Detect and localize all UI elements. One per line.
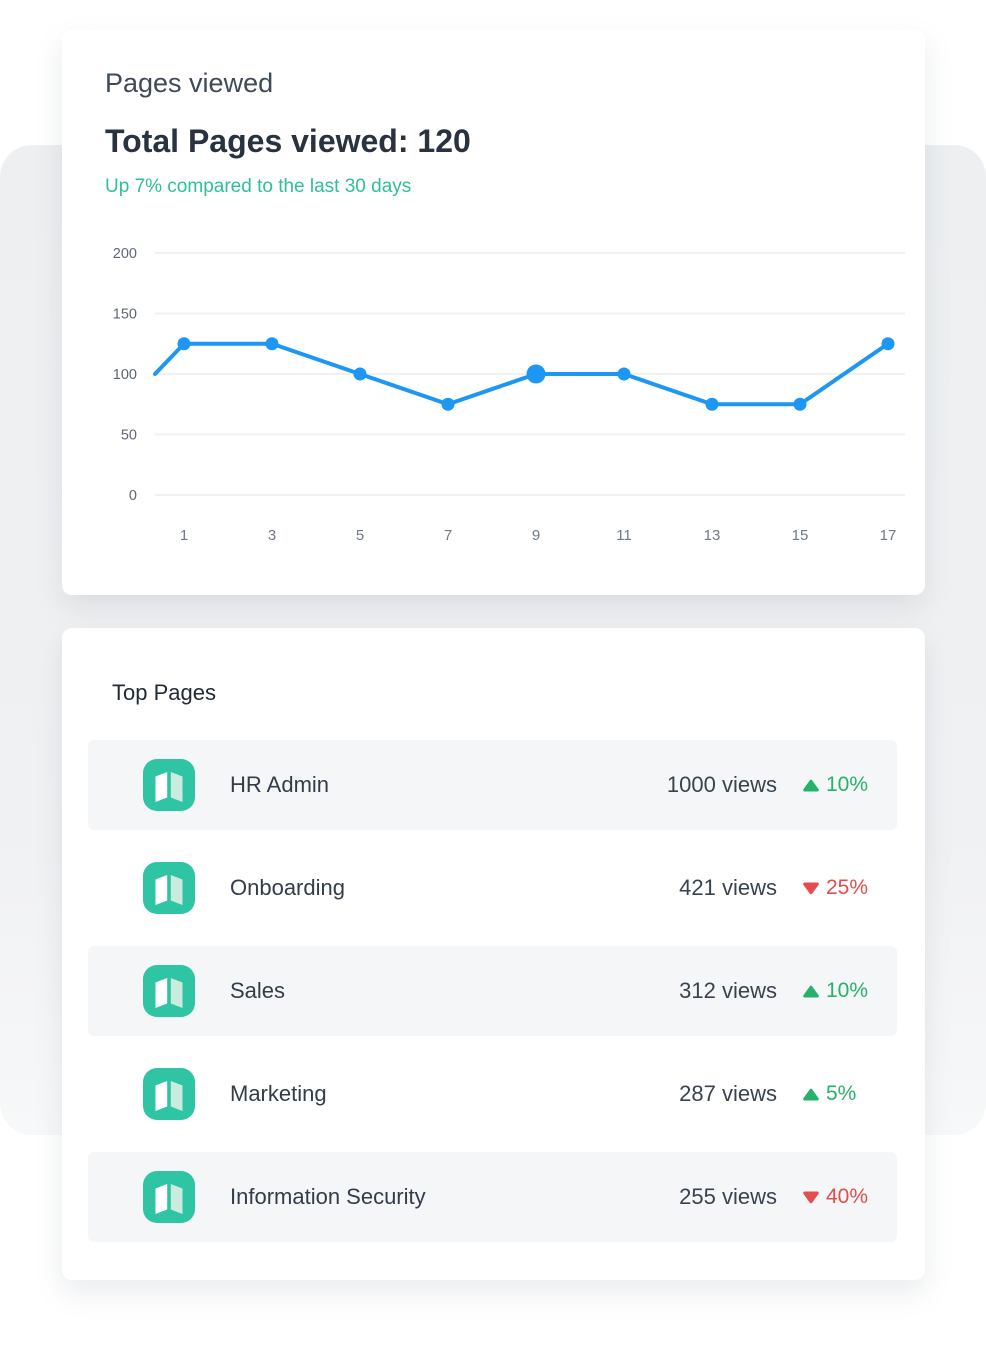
- chart-point[interactable]: [353, 367, 367, 381]
- book-icon: [143, 965, 195, 1017]
- x-axis-tick-label: 17: [880, 527, 897, 544]
- y-axis-tick-label: 150: [113, 307, 137, 323]
- page-views: 255 views: [679, 1184, 777, 1209]
- change-percent: 5%: [826, 1082, 857, 1105]
- page-change: 25%: [803, 876, 868, 900]
- x-axis-tick-label: 11: [616, 527, 632, 544]
- chart-line: [153, 341, 890, 407]
- page-name: Sales: [230, 978, 286, 1003]
- trend-arrow-icon: [803, 1191, 819, 1203]
- chart-point[interactable]: [177, 337, 191, 351]
- page-views: 287 views: [679, 1081, 777, 1106]
- top-page-row[interactable]: HR Admin 1000 views 10%: [88, 740, 897, 830]
- page-change: 10%: [803, 773, 868, 797]
- change-percent: 40%: [826, 1185, 869, 1208]
- change-percent: 25%: [826, 876, 869, 899]
- top-page-row[interactable]: Information Security 255 views 40%: [88, 1152, 897, 1242]
- pages-viewed-line-chart: 0 50 100 150 200 1 3 5 7 9 11 13 15 17: [105, 240, 915, 570]
- x-axis-tick-label: 7: [444, 527, 452, 544]
- trend-subtitle: Up 7% compared to the last 30 days: [105, 176, 412, 197]
- chart-point[interactable]: [526, 364, 546, 384]
- trend-arrow-icon: [803, 985, 819, 997]
- page-name: Information Security: [230, 1184, 426, 1209]
- y-axis-tick-label: 100: [113, 367, 137, 383]
- change-percent: 10%: [826, 979, 869, 1002]
- book-icon: [143, 1068, 195, 1120]
- top-pages-list: HR Admin 1000 views 10% Onboarding 421 v…: [88, 740, 897, 1255]
- x-axis-tick-label: 5: [356, 527, 364, 544]
- page-name: Onboarding: [230, 875, 345, 900]
- trend-arrow-icon: [803, 779, 819, 791]
- top-page-row[interactable]: Marketing 287 views 5%: [88, 1049, 897, 1139]
- pages-viewed-card: Pages viewed Total Pages viewed: 120 Up …: [62, 30, 925, 595]
- total-pages-viewed: Total Pages viewed: 120: [105, 123, 471, 159]
- x-axis-tick-label: 15: [792, 527, 809, 544]
- x-axis-tick-label: 9: [532, 527, 540, 544]
- chart-point[interactable]: [705, 397, 719, 411]
- page-change: 40%: [803, 1185, 868, 1209]
- chart-point[interactable]: [441, 397, 455, 411]
- top-page-row[interactable]: Sales 312 views 10%: [88, 946, 897, 1036]
- chart-point[interactable]: [881, 337, 895, 351]
- y-axis-tick-label: 0: [129, 488, 137, 504]
- chart-point[interactable]: [793, 397, 807, 411]
- page-change: 10%: [803, 979, 868, 1003]
- card-title: Pages viewed: [105, 68, 274, 98]
- trend-arrow-icon: [803, 1088, 819, 1100]
- y-axis-tick-label: 200: [113, 246, 137, 262]
- x-axis-tick-label: 1: [180, 527, 188, 544]
- book-icon: [143, 1171, 195, 1223]
- book-icon: [143, 862, 195, 914]
- page-name: HR Admin: [230, 772, 330, 797]
- top-page-row[interactable]: Onboarding 421 views 25%: [88, 843, 897, 933]
- page-name: Marketing: [230, 1081, 327, 1106]
- trend-arrow-icon: [803, 882, 819, 894]
- page-change: 5%: [803, 1082, 856, 1106]
- page-views: 421 views: [679, 875, 777, 900]
- page-views: 312 views: [679, 978, 777, 1003]
- x-axis-tick-label: 13: [704, 527, 721, 544]
- top-pages-title: Top Pages: [112, 680, 216, 705]
- top-pages-card: Top Pages HR Admin 1000 views 10%: [62, 628, 925, 1280]
- book-icon: [143, 759, 195, 811]
- x-axis-tick-label: 3: [268, 527, 276, 544]
- chart-point[interactable]: [265, 337, 279, 351]
- chart-point[interactable]: [617, 367, 631, 381]
- page-views: 1000 views: [666, 772, 777, 797]
- change-percent: 10%: [826, 773, 869, 796]
- y-axis-tick-label: 50: [121, 428, 137, 444]
